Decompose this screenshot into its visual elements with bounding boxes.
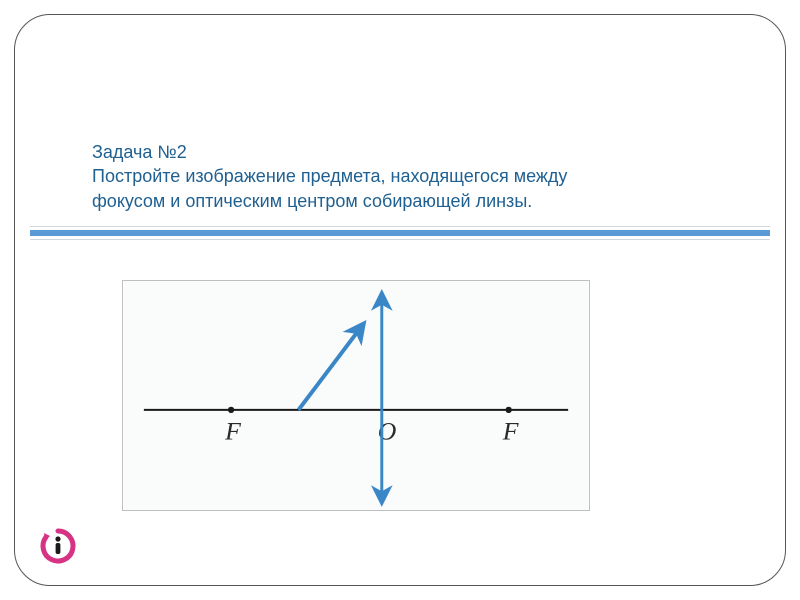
optics-figure: FFO xyxy=(122,280,590,511)
title-line-1: Задача №2 xyxy=(92,140,672,164)
title-line-2: Постройте изображение предмета, находяще… xyxy=(92,164,672,188)
optics-svg: FFO xyxy=(123,281,589,510)
task-title: Задача №2 Постройте изображение предмета… xyxy=(92,140,672,213)
slide-frame: Задача №2 Постройте изображение предмета… xyxy=(0,0,800,600)
svg-text:F: F xyxy=(224,417,241,446)
logo-icon xyxy=(38,526,78,566)
title-line-3: фокусом и оптическим центром собирающей … xyxy=(92,189,672,213)
svg-text:F: F xyxy=(502,417,519,446)
divider xyxy=(30,226,770,236)
